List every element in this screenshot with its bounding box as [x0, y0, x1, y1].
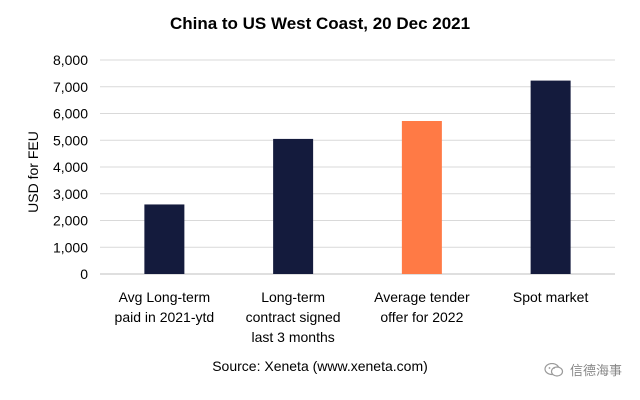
x-category-label: Long-term [261, 289, 325, 305]
y-tick-label: 7,000 [53, 79, 88, 95]
wechat-icon [544, 362, 564, 377]
bar [144, 204, 185, 274]
label-layer: 0 1,000 2,000 3,000 4,000 5,000 6,000 7,000 8,00… [53, 52, 589, 345]
x-category-label: paid in 2021-ytd [115, 309, 215, 325]
y-tick-label: 0 [80, 266, 88, 282]
x-category-label: last 3 months [251, 329, 334, 345]
x-category-label: Average tender [374, 289, 470, 305]
y-tick-label: 1,000 [53, 239, 88, 255]
y-tick-label: 6,000 [53, 106, 88, 122]
bar-layer [144, 80, 571, 275]
chart-title: China to US West Coast, 20 Dec 2021 [169, 14, 471, 33]
bar [530, 80, 571, 274]
y-tick-label: 5,000 [53, 132, 88, 148]
x-category-label: Avg Long-term [119, 289, 211, 305]
grid-layer [100, 59, 615, 248]
y-tick-label: 8,000 [53, 52, 88, 68]
y-tick-label: 2,000 [53, 213, 88, 229]
y-tick-label: 4,000 [53, 159, 88, 175]
x-category-label: contract signed [246, 309, 341, 325]
watermark: 信德海事 [544, 360, 622, 379]
source-note: Source: Xeneta (www.xeneta.com) [212, 358, 428, 374]
x-category-label: Spot market [513, 289, 589, 305]
bar [401, 120, 442, 275]
x-category-label: offer for 2022 [380, 309, 463, 325]
y-tick-label: 3,000 [53, 186, 88, 202]
y-axis-label: USD for FEU [25, 131, 41, 213]
bar [273, 138, 314, 274]
watermark-text: 信德海事 [569, 364, 622, 379]
